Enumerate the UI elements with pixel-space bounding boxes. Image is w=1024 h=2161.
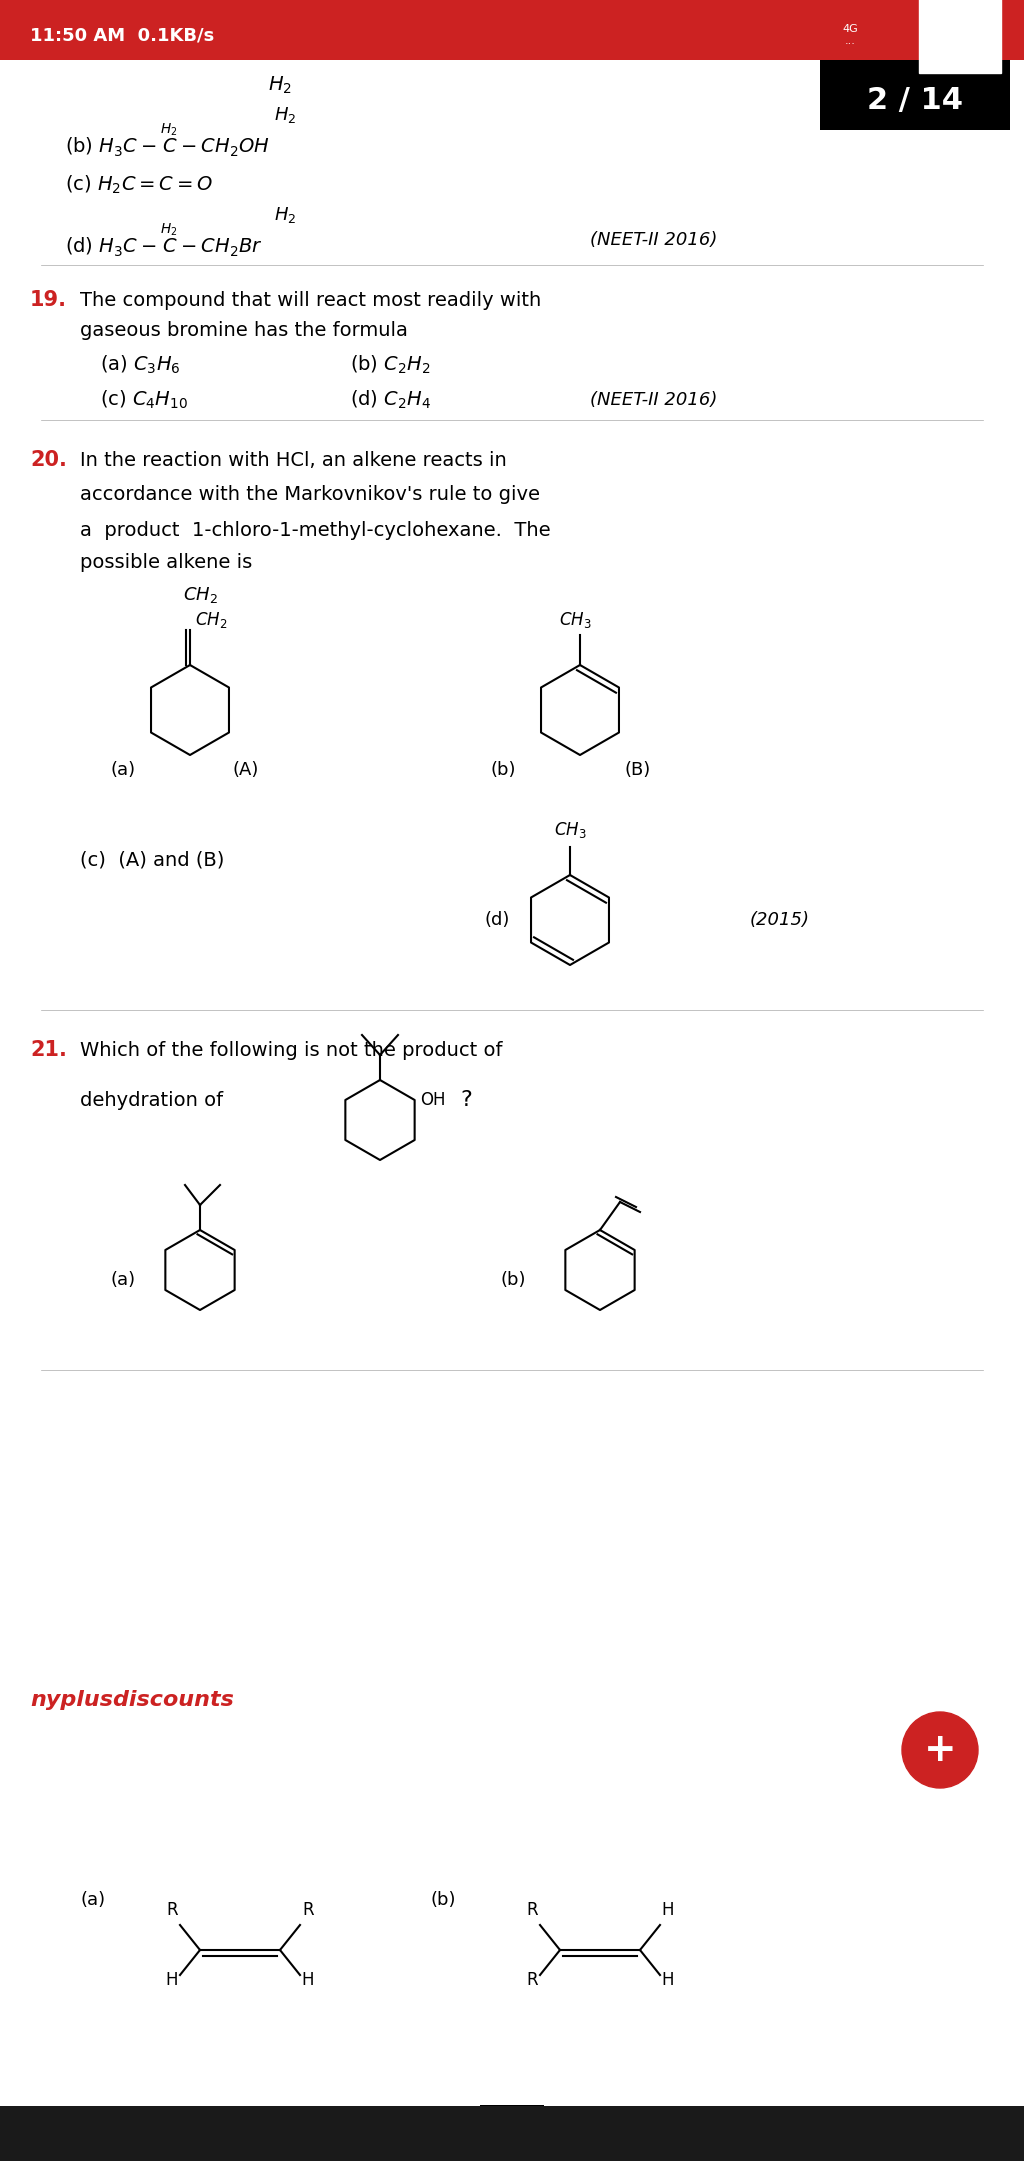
Text: (d) $C_2H_4$: (d) $C_2H_4$ <box>350 389 431 411</box>
Bar <box>480 2105 544 2146</box>
Text: (d): (d) <box>485 912 510 929</box>
Text: gaseous bromine has the formula: gaseous bromine has the formula <box>80 320 408 339</box>
Text: $CH_3$: $CH_3$ <box>554 819 587 841</box>
Text: R: R <box>166 1902 178 1919</box>
Text: possible alkene is: possible alkene is <box>80 553 252 573</box>
Text: $CH_2$: $CH_2$ <box>195 609 227 631</box>
Text: $CH_2$: $CH_2$ <box>182 586 217 605</box>
Text: Which of the following is not the product of: Which of the following is not the produc… <box>80 1039 503 1059</box>
Text: H: H <box>302 1971 314 1988</box>
Text: In the reaction with HCl, an alkene reacts in: In the reaction with HCl, an alkene reac… <box>80 449 507 469</box>
FancyBboxPatch shape <box>0 2107 1024 2161</box>
Text: H: H <box>166 1971 178 1988</box>
Text: (B): (B) <box>625 761 651 778</box>
Text: (b): (b) <box>490 761 515 778</box>
Text: (c) $H_2C=C=O$: (c) $H_2C=C=O$ <box>65 173 213 197</box>
Text: H: H <box>662 1902 674 1919</box>
Text: (c)  (A) and (B): (c) (A) and (B) <box>80 851 224 869</box>
Text: (NEET-II 2016): (NEET-II 2016) <box>590 231 718 249</box>
Text: (d) $H_3C-\overset{H_2}{C}-CH_2Br$: (d) $H_3C-\overset{H_2}{C}-CH_2Br$ <box>65 220 263 259</box>
Text: 4G
...: 4G ... <box>842 24 858 45</box>
Text: 11:50 AM  0.1KB/s: 11:50 AM 0.1KB/s <box>30 26 214 43</box>
Text: H: H <box>662 1971 674 1988</box>
Text: (a): (a) <box>110 761 135 778</box>
Text: (A): (A) <box>232 761 258 778</box>
Text: The compound that will react most readily with: The compound that will react most readil… <box>80 290 542 309</box>
Text: (2015): (2015) <box>750 912 810 929</box>
FancyBboxPatch shape <box>820 61 1010 130</box>
Text: $H_2$: $H_2$ <box>268 73 292 95</box>
Text: nyplusdiscounts: nyplusdiscounts <box>30 1690 233 1709</box>
Text: (a) $C_3H_6$: (a) $C_3H_6$ <box>100 354 180 376</box>
Text: accordance with the Markovnikov's rule to give: accordance with the Markovnikov's rule t… <box>80 486 540 504</box>
Text: 20.: 20. <box>30 449 67 469</box>
Text: (b) $H_3C-\overset{H_2}{C}-CH_2OH$: (b) $H_3C-\overset{H_2}{C}-CH_2OH$ <box>65 121 270 158</box>
Text: dehydration of: dehydration of <box>80 1091 223 1109</box>
Text: (b): (b) <box>430 1891 456 1908</box>
Text: R: R <box>526 1902 538 1919</box>
Text: R: R <box>526 1971 538 1988</box>
Text: (c) $C_4H_{10}$: (c) $C_4H_{10}$ <box>100 389 188 411</box>
Text: R: R <box>302 1902 313 1919</box>
Text: $CH_3$: $CH_3$ <box>559 609 591 631</box>
Text: (a): (a) <box>80 1891 105 1908</box>
Text: (NEET-II 2016): (NEET-II 2016) <box>590 391 718 408</box>
Text: $H_2$: $H_2$ <box>273 205 296 225</box>
Text: 76: 76 <box>949 28 971 43</box>
Text: +: + <box>924 1731 956 1770</box>
Text: (b) $C_2H_2$: (b) $C_2H_2$ <box>350 354 430 376</box>
Text: ?: ? <box>460 1089 472 1111</box>
Text: (a): (a) <box>110 1271 135 1288</box>
FancyBboxPatch shape <box>0 0 1024 61</box>
Text: 21.: 21. <box>30 1039 67 1061</box>
Text: 2 / 14: 2 / 14 <box>867 86 963 115</box>
Text: a  product  1-chloro-1-methyl-cyclohexane.  The: a product 1-chloro-1-methyl-cyclohexane.… <box>80 521 551 540</box>
Text: $H_2$: $H_2$ <box>273 106 296 125</box>
Text: (b): (b) <box>500 1271 525 1288</box>
Circle shape <box>902 1712 978 1787</box>
Text: 19.: 19. <box>30 290 67 309</box>
Text: OH: OH <box>420 1091 445 1109</box>
